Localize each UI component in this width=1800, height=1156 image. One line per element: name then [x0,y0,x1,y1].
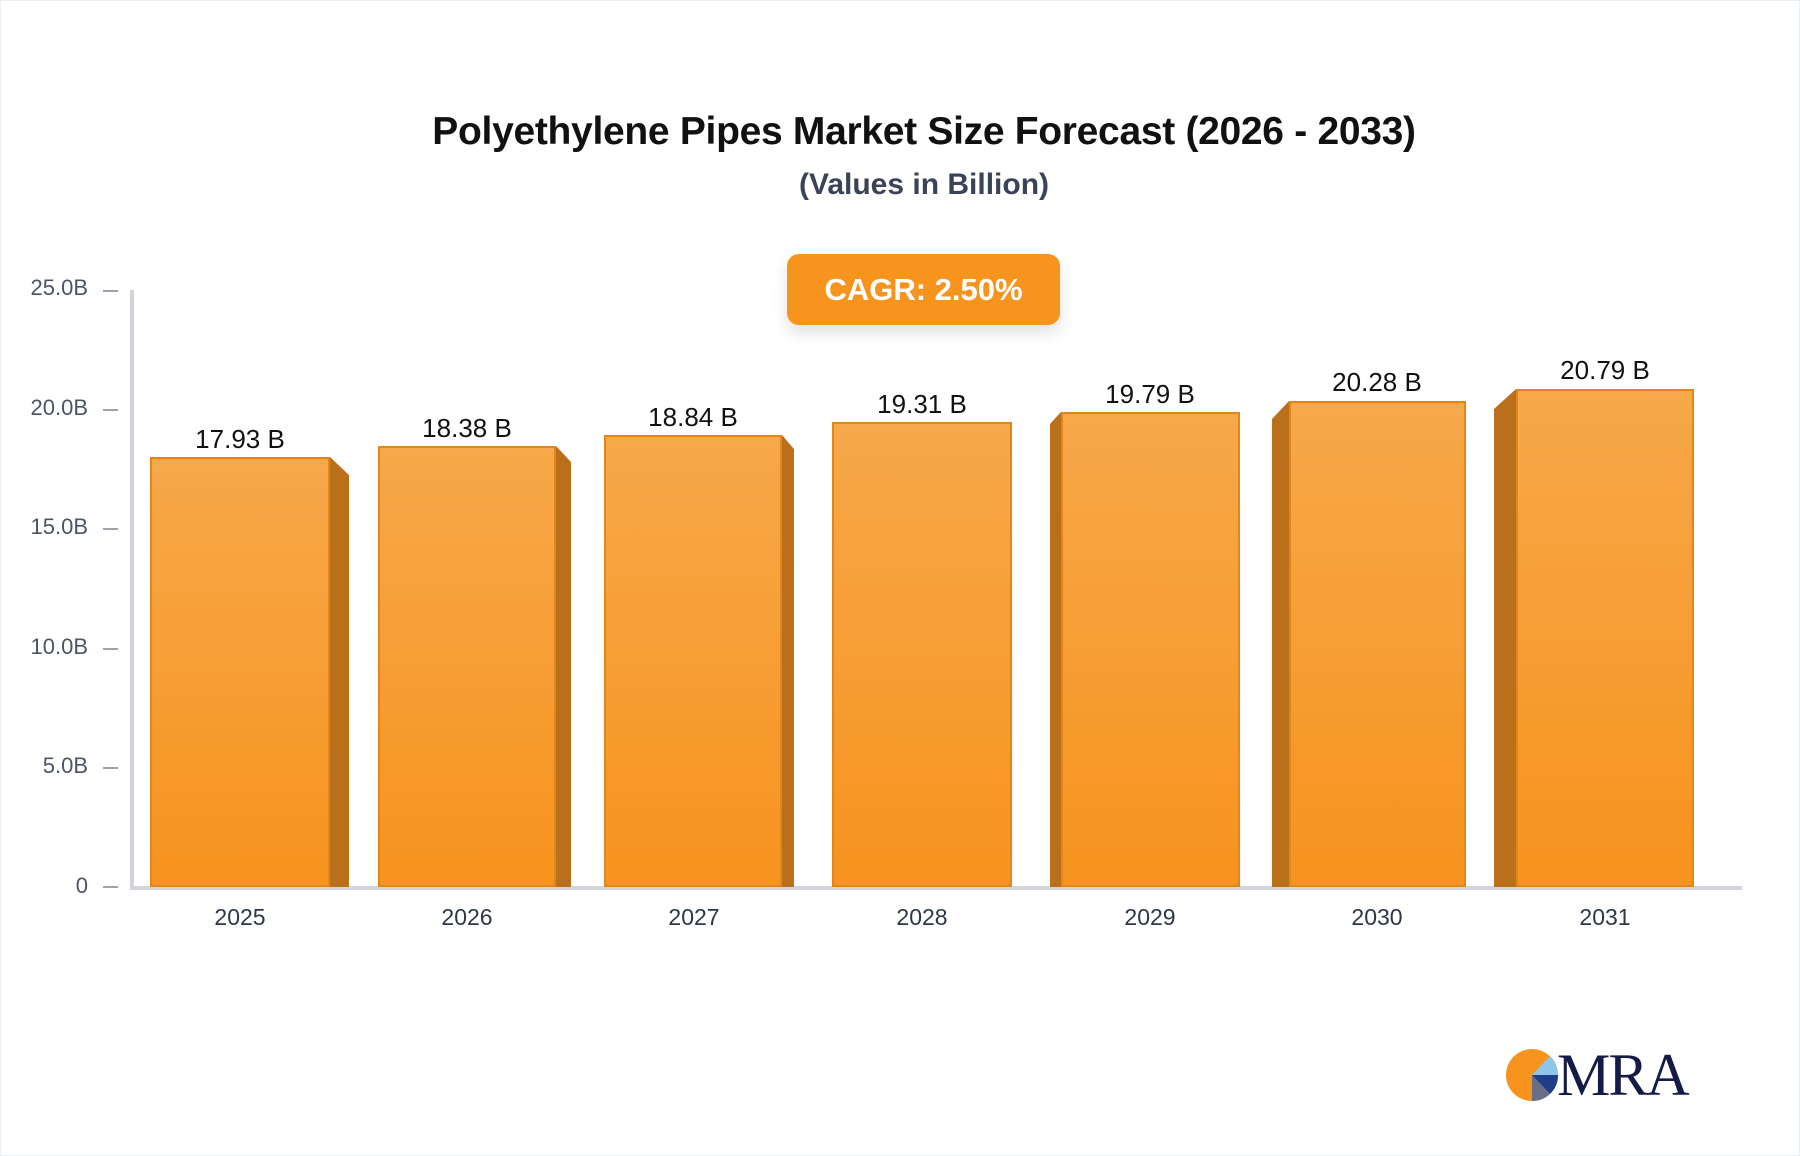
bar-2028[interactable] [832,422,1012,887]
y-tick-mark [103,886,118,888]
y-tick-label: 5.0B [42,753,88,778]
logo-text: MRA [1557,1042,1690,1108]
x-tick-label: 2026 [441,904,493,930]
cagr-badge: CAGR: 2.50% [787,254,1060,325]
x-tick-label: 2027 [668,904,720,930]
mra-logo: MRA [1505,1042,1690,1108]
y-tick-mark [103,528,118,530]
y-tick-label: 0 [75,873,88,898]
y-tick-mark [103,290,118,292]
bar-2030-side [1272,401,1289,887]
bar-2031-side [1494,389,1516,887]
bar-2029-side [1050,412,1061,887]
cagr-label: CAGR: 2.50% [824,271,1023,307]
bar-2025-side [330,457,349,887]
bar-2026[interactable] [378,446,556,887]
y-tick-mark [103,767,118,769]
bar-2026-side [556,446,571,887]
bar-2027-side [782,435,794,887]
bar-value-label: 18.84 B [648,402,738,432]
bar-2029[interactable] [1061,412,1240,887]
x-axis [130,886,1742,890]
bar-2030[interactable] [1289,401,1466,887]
x-tick-label: 2031 [1579,904,1631,930]
x-tick-label: 2025 [214,904,266,930]
pie-chart-icon [1506,1049,1559,1102]
bar-value-label: 17.93 B [195,424,285,454]
bar-2031[interactable] [1516,389,1694,887]
bar-2025[interactable] [150,457,330,887]
x-tick-label: 2029 [1124,904,1176,930]
bar-2027[interactable] [604,435,782,887]
x-tick-label: 2028 [896,904,948,930]
y-tick-mark [103,648,118,650]
y-tick-label: 10.0B [30,634,89,659]
bar-value-label: 19.79 B [1105,379,1195,409]
x-tick-label: 2030 [1351,904,1403,930]
y-tick-label: 15.0B [30,514,89,539]
chart-title: Polyethylene Pipes Market Size Forecast … [432,110,1416,153]
bar-value-label: 18.38 B [422,413,512,443]
y-tick-mark [103,409,118,411]
chart-subtitle: (Values in Billion) [798,168,1050,201]
bar-value-label: 20.79 B [1560,355,1650,385]
bar-value-label: 19.31 B [877,389,967,419]
bar-value-label: 20.28 B [1332,367,1422,397]
y-axis [130,290,134,890]
y-tick-label: 25.0B [30,275,89,300]
y-tick-label: 20.0B [30,395,89,420]
